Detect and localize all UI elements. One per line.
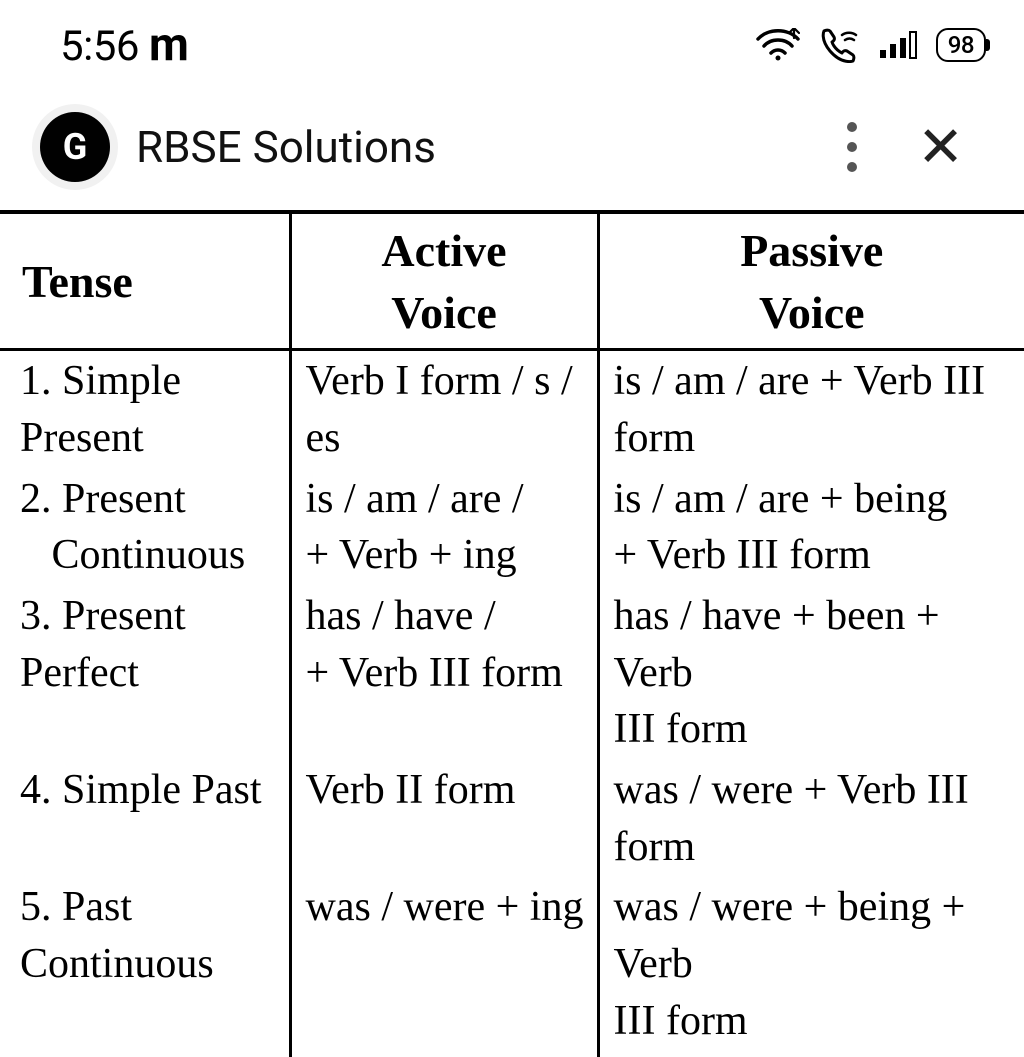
cell-active: had + Verb III form — [290, 1051, 598, 1057]
app-avatar[interactable]: G — [40, 112, 110, 182]
col-header-active: Active Voice — [290, 212, 598, 350]
cell-active: has / have /+ Verb III form — [290, 586, 598, 760]
page-title: RBSE Solutions — [136, 121, 821, 173]
cell-tense: 4. Simple Past — [0, 760, 290, 877]
table-row: 5. PastContinuous was / were + ing was /… — [0, 877, 1024, 1051]
header-actions: ✕ — [847, 119, 984, 175]
app-avatar-letter: G — [63, 126, 88, 168]
cell-active: was / were + ing — [290, 877, 598, 1051]
cell-active: is / am / are /+ Verb + ing — [290, 469, 598, 586]
col-header-passive-line2: Voice — [759, 287, 865, 338]
table-row: 6. Past Perfect had + Verb III form had … — [0, 1051, 1024, 1057]
table-row: 2. Present Continuous is / am / are /+ V… — [0, 469, 1024, 586]
col-header-tense-line1: Tense — [22, 256, 133, 307]
cell-active: Verb II form — [290, 760, 598, 877]
table-row: 4. Simple Past Verb II form was / were +… — [0, 760, 1024, 877]
col-header-passive: Passive Voice — [598, 212, 1024, 350]
cell-passive: is / am / are + being+ Verb III form — [598, 469, 1024, 586]
battery-indicator: 98 — [936, 28, 986, 62]
table-body: 1. Simple Present Verb I form / s / es i… — [0, 350, 1024, 1057]
col-header-tense: Tense — [0, 212, 290, 350]
close-icon[interactable]: ✕ — [917, 119, 964, 175]
cell-tense: 2. Present Continuous — [0, 469, 290, 586]
cell-passive: has / have + been + VerbIII form — [598, 586, 1024, 760]
table-row: 1. Simple Present Verb I form / s / es i… — [0, 350, 1024, 469]
cell-passive: is / am / are + Verb III form — [598, 350, 1024, 469]
status-time: 5:56 — [60, 22, 139, 71]
table-header: Tense Active Voice Passive Voice — [0, 212, 1024, 350]
carrier-glyph: m — [149, 18, 188, 72]
table-row: 3. Present Perfect has / have /+ Verb II… — [0, 586, 1024, 760]
app-header: G RBSE Solutions ✕ — [0, 78, 1024, 210]
cell-active: Verb I form / s / es — [290, 350, 598, 469]
tense-table: Tense Active Voice Passive Voice 1. Simp… — [0, 210, 1024, 1057]
cell-passive: was / were + being + VerbIII form — [598, 877, 1024, 1051]
status-bar: 5:56 m — [0, 0, 1024, 78]
more-options-icon[interactable] — [847, 122, 857, 172]
col-header-active-line1: Active — [381, 225, 506, 276]
signal-icon — [878, 30, 918, 60]
status-right: 98 — [756, 27, 986, 63]
cell-tense: 1. Simple Present — [0, 350, 290, 469]
status-left: 5:56 m — [60, 18, 188, 72]
col-header-passive-line1: Passive — [740, 225, 883, 276]
cell-tense: 6. Past Perfect — [0, 1051, 290, 1057]
cell-passive: had been + Verb III form — [598, 1051, 1024, 1057]
battery-percent: 98 — [948, 31, 974, 59]
cell-passive: was / were + Verb III form — [598, 760, 1024, 877]
col-header-active-line2: Voice — [391, 287, 497, 338]
wifi-calling-icon — [818, 27, 860, 63]
wifi-icon — [756, 28, 800, 62]
cell-tense: 5. PastContinuous — [0, 877, 290, 1051]
cell-tense: 3. Present Perfect — [0, 586, 290, 760]
